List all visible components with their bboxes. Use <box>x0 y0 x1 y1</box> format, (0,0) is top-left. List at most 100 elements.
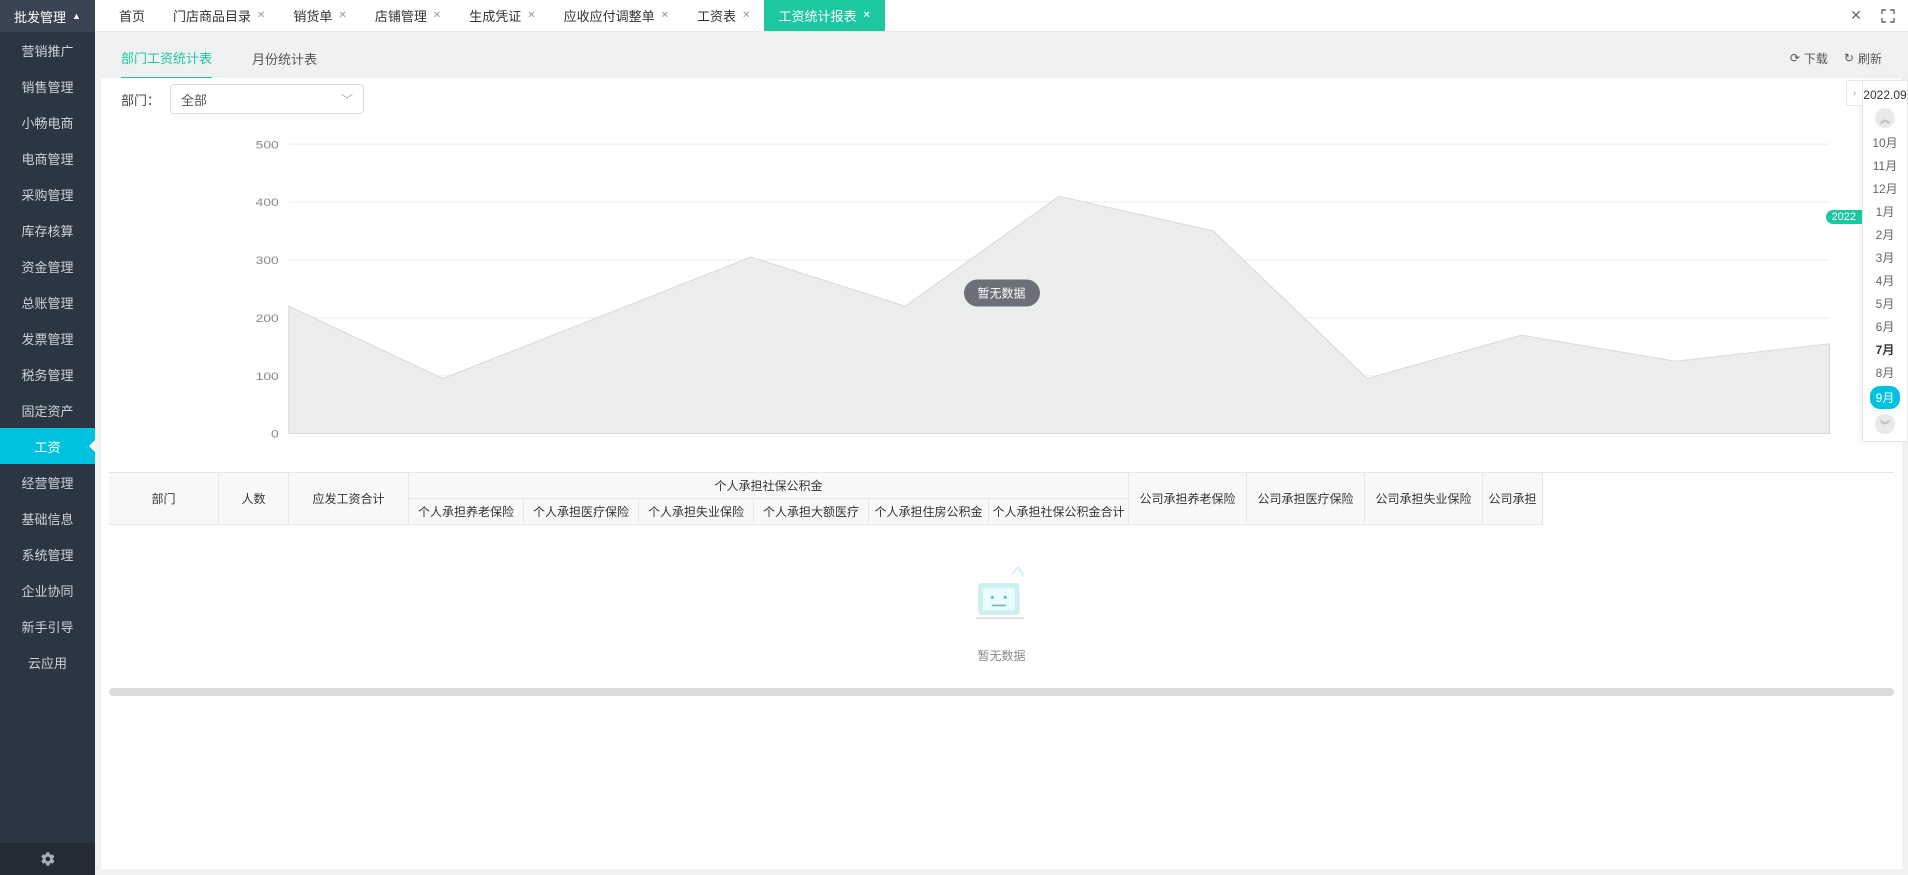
refresh-button[interactable]: ↻ 刷新 <box>1844 50 1882 67</box>
table-header-cell: 个人承担住房公积金 <box>869 499 989 525</box>
tab-close-icon[interactable]: ✕ <box>338 10 346 21</box>
sidebar-item-2[interactable]: 小畅电商 <box>0 104 95 140</box>
month-item-4[interactable]: 2月 <box>1870 223 1900 246</box>
table-header-cell: 应发工资合计 <box>289 473 409 525</box>
sub-tab-department-salary[interactable]: 部门工资统计表 <box>121 38 212 79</box>
sidebar-item-0[interactable]: 营销推广 <box>0 32 95 68</box>
tab-label: 应收应付调整单 <box>564 6 655 25</box>
tab-close-icon[interactable]: ✕ <box>433 10 441 21</box>
sidebar-category-toggle[interactable]: 批发管理 ▲ <box>0 0 95 32</box>
month-rail: 2022.09 ︽ 10月11月12月1月2月3月4月5月6月7月8月9月 ︾ <box>1862 80 1908 442</box>
sidebar-footer <box>0 843 95 875</box>
horizontal-scrollbar[interactable] <box>109 688 1894 696</box>
table-header-cell: 人数 <box>219 473 289 525</box>
table-header-cell: 个人承担社保公积金合计 <box>989 499 1129 525</box>
sidebar-item-7[interactable]: 总账管理 <box>0 284 95 320</box>
sidebar-item-1[interactable]: 销售管理 <box>0 68 95 104</box>
month-item-10[interactable]: 8月 <box>1870 361 1900 384</box>
tab-3[interactable]: 店铺管理 ✕ <box>361 0 455 31</box>
tab-close-icon[interactable]: ✕ <box>257 10 265 21</box>
sidebar-item-3[interactable]: 电商管理 <box>0 140 95 176</box>
tab-close-icon[interactable]: ✕ <box>862 10 870 21</box>
tab-close-icon[interactable]: ✕ <box>527 10 535 21</box>
table-header-group: 个人承担社保公积金 <box>409 473 1129 499</box>
sidebar-items: 营销推广销售管理小畅电商电商管理采购管理库存核算资金管理总账管理发票管理税务管理… <box>0 32 95 843</box>
fullscreen-icon[interactable] <box>1876 4 1900 28</box>
sidebar-item-15[interactable]: 企业协同 <box>0 572 95 608</box>
tab-label: 工资统计报表 <box>778 6 856 25</box>
sidebar-item-6[interactable]: 资金管理 <box>0 248 95 284</box>
table-header-cell: 公司承担养老保险 <box>1129 473 1247 525</box>
sidebar-item-13[interactable]: 基础信息 <box>0 500 95 536</box>
month-rail-year: 2022.09 <box>1863 85 1906 105</box>
tab-4[interactable]: 生成凭证 ✕ <box>455 0 549 31</box>
tab-label: 销货单 <box>293 6 332 25</box>
tab-close-icon[interactable]: ✕ <box>742 10 750 21</box>
month-item-6[interactable]: 4月 <box>1870 269 1900 292</box>
svg-text:0: 0 <box>271 428 279 441</box>
sidebar: 批发管理 ▲ 营销推广销售管理小畅电商电商管理采购管理库存核算资金管理总账管理发… <box>0 0 95 875</box>
month-item-1[interactable]: 11月 <box>1870 154 1900 177</box>
chart-empty-badge: 暂无数据 <box>963 280 1039 307</box>
sub-tab-monthly[interactable]: 月份统计表 <box>252 39 317 78</box>
gear-icon[interactable] <box>40 851 56 867</box>
sidebar-item-9[interactable]: 税务管理 <box>0 356 95 392</box>
month-item-3[interactable]: 1月 <box>1870 200 1900 223</box>
month-rail-up[interactable]: ︽ <box>1875 108 1895 128</box>
month-item-8[interactable]: 6月 <box>1870 315 1900 338</box>
refresh-icon: ↻ <box>1844 51 1854 65</box>
month-item-2[interactable]: 12月 <box>1870 177 1900 200</box>
tabs-bar: 首页门店商品目录✕销货单✕店铺管理✕生成凭证✕应收应付调整单✕工资表✕工资统计报… <box>95 0 1908 32</box>
close-icon[interactable]: ✕ <box>1844 4 1868 28</box>
year-pill: 2022 <box>1826 210 1862 224</box>
svg-text:400: 400 <box>256 196 279 209</box>
month-item-11[interactable]: 9月 <box>1870 386 1900 409</box>
tab-5[interactable]: 应收应付调整单 ✕ <box>550 0 683 31</box>
empty-icon <box>962 551 1042 631</box>
table-empty-text: 暂无数据 <box>977 647 1025 664</box>
select-value: 全部 <box>181 90 207 109</box>
tab-label: 工资表 <box>697 6 736 25</box>
month-item-7[interactable]: 5月 <box>1870 292 1900 315</box>
month-rail-down[interactable]: ︾ <box>1875 414 1895 434</box>
tab-1[interactable]: 门店商品目录 ✕ <box>159 0 279 31</box>
salary-chart: 暂无数据 0100200300400500 <box>101 128 1902 458</box>
month-rail-collapse[interactable]: › <box>1846 80 1862 106</box>
svg-text:300: 300 <box>256 254 279 267</box>
sidebar-item-12[interactable]: 经营管理 <box>0 464 95 500</box>
table-header-cell: 个人承担失业保险 <box>639 499 754 525</box>
table-empty-state: 暂无数据 <box>109 525 1894 684</box>
svg-text:200: 200 <box>256 312 279 325</box>
tab-label: 首页 <box>119 6 145 25</box>
tab-7[interactable]: 工资统计报表 ✕ <box>764 0 884 31</box>
sidebar-item-17[interactable]: 云应用 <box>0 644 95 680</box>
sidebar-item-16[interactable]: 新手引导 <box>0 608 95 644</box>
tab-2[interactable]: 销货单 ✕ <box>279 0 360 31</box>
table-header-cell: 个人承担大额医疗 <box>754 499 869 525</box>
table-header-cell: 公司承担医疗保险 <box>1247 473 1365 525</box>
download-button[interactable]: ⟳ 下载 <box>1790 50 1828 67</box>
tab-label: 门店商品目录 <box>173 6 251 25</box>
table-header-cell: 公司承担 <box>1483 473 1543 525</box>
sidebar-item-10[interactable]: 固定资产 <box>0 392 95 428</box>
tab-6[interactable]: 工资表 ✕ <box>683 0 764 31</box>
month-item-9[interactable]: 7月 <box>1870 338 1900 361</box>
main: 首页门店商品目录✕销货单✕店铺管理✕生成凭证✕应收应付调整单✕工资表✕工资统计报… <box>95 0 1908 875</box>
sidebar-item-14[interactable]: 系统管理 <box>0 536 95 572</box>
tab-label: 店铺管理 <box>375 6 427 25</box>
table-header-cell: 个人承担养老保险 <box>409 499 524 525</box>
salary-table: 部门人数应发工资合计个人承担社保公积金个人承担养老保险个人承担医疗保险个人承担失… <box>109 472 1894 684</box>
sidebar-item-8[interactable]: 发票管理 <box>0 320 95 356</box>
sidebar-item-5[interactable]: 库存核算 <box>0 212 95 248</box>
tab-0[interactable]: 首页 <box>105 0 159 31</box>
month-item-5[interactable]: 3月 <box>1870 246 1900 269</box>
tab-label: 生成凭证 <box>469 6 521 25</box>
table-header-cell: 个人承担医疗保险 <box>524 499 639 525</box>
department-select[interactable]: 全部 ﹀ <box>170 84 364 114</box>
sidebar-header-label: 批发管理 <box>14 7 66 26</box>
filter-row: 部门： 全部 ﹀ <box>101 78 1902 128</box>
sidebar-item-4[interactable]: 采购管理 <box>0 176 95 212</box>
month-item-0[interactable]: 10月 <box>1870 131 1900 154</box>
tab-close-icon[interactable]: ✕ <box>661 10 669 21</box>
sidebar-item-11[interactable]: 工资 <box>0 428 95 464</box>
